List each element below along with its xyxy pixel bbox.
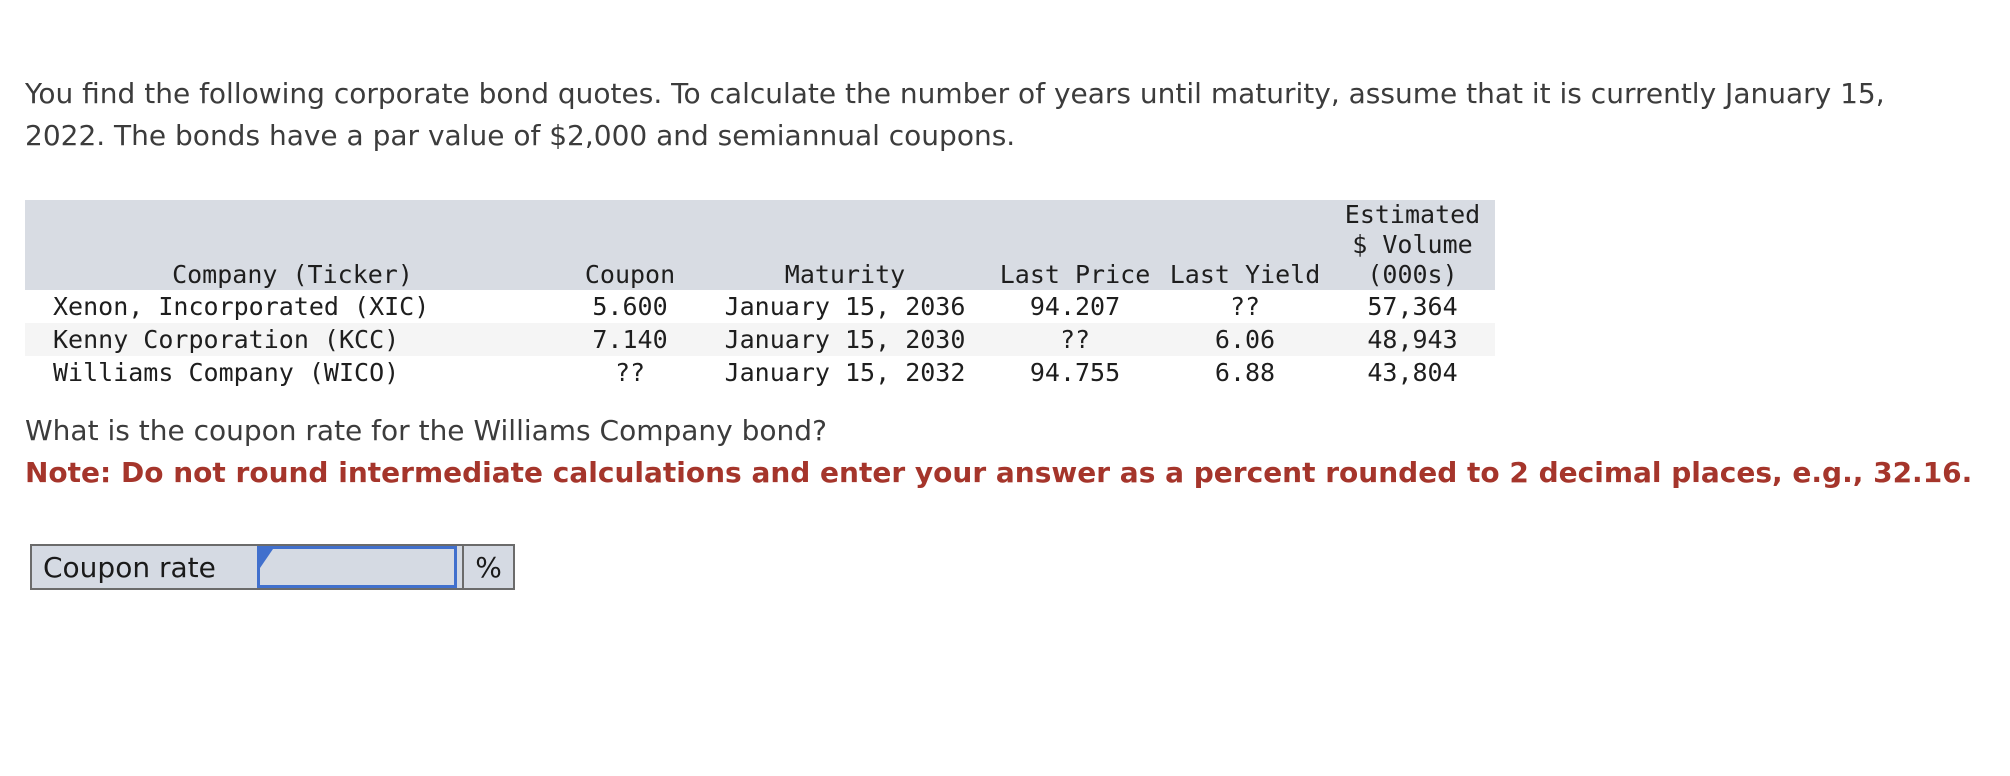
bond-quotes-table: Company (Ticker) Coupon Maturity Last Pr… <box>25 200 1495 389</box>
cell-coupon: 5.600 <box>592 292 668 321</box>
cell-maturity: January 15, 2030 <box>724 325 966 354</box>
cell-company: Williams Company (WICO) <box>53 358 400 387</box>
cell-volume: 48,943 <box>1367 325 1458 354</box>
percent-unit-label: % <box>462 546 513 588</box>
cell-maturity: January 15, 2036 <box>724 292 966 321</box>
header-company: Company (Ticker) <box>25 200 560 290</box>
problem-statement: You find the following corporate bond qu… <box>25 73 1885 157</box>
question-block: What is the coupon rate for the Williams… <box>25 410 1972 494</box>
problem-statement-line2: 2022. The bonds have a par value of $2,0… <box>25 119 1016 152</box>
coupon-rate-label: Coupon rate <box>32 546 257 588</box>
answer-cell-divider <box>457 546 462 588</box>
table-row: Williams Company (WICO) ?? January 15, 2… <box>25 356 1495 389</box>
cell-last-price: 94.755 <box>1029 358 1121 387</box>
table-row: Xenon, Incorporated (XIC) 5.600 January … <box>25 290 1495 323</box>
cell-coupon: 7.140 <box>592 325 668 354</box>
header-last-yield: Last Yield <box>1160 200 1330 290</box>
cell-last-yield: 6.06 <box>1214 325 1276 354</box>
coupon-rate-input[interactable] <box>260 549 454 585</box>
cell-coupon: ?? <box>614 358 646 387</box>
cell-last-price: 94.207 <box>1029 292 1121 321</box>
header-coupon: Coupon <box>560 200 700 290</box>
coupon-rate-answer-widget: Coupon rate % <box>30 544 515 590</box>
question-text: What is the coupon rate for the Williams… <box>25 414 827 447</box>
header-maturity: Maturity <box>700 200 990 290</box>
table-header-row: Company (Ticker) Coupon Maturity Last Pr… <box>25 200 1495 290</box>
question-note: Note: Do not round intermediate calculat… <box>25 456 1973 489</box>
cell-volume: 43,804 <box>1367 358 1458 387</box>
cell-maturity: January 15, 2032 <box>724 358 966 387</box>
cell-company: Kenny Corporation (KCC) <box>53 325 400 354</box>
cell-last-yield: ?? <box>1229 292 1261 321</box>
coupon-rate-input-cell[interactable] <box>257 546 457 588</box>
cell-company: Xenon, Incorporated (XIC) <box>53 292 430 321</box>
header-est-volume: Estimated $ Volume (000s) <box>1330 200 1495 290</box>
problem-statement-line1: You find the following corporate bond qu… <box>25 77 1885 110</box>
table-row: Kenny Corporation (KCC) 7.140 January 15… <box>25 323 1495 356</box>
cell-last-price: ?? <box>1059 325 1091 354</box>
cell-last-yield: 6.88 <box>1214 358 1276 387</box>
header-last-price: Last Price <box>990 200 1160 290</box>
cell-volume: 57,364 <box>1367 292 1458 321</box>
